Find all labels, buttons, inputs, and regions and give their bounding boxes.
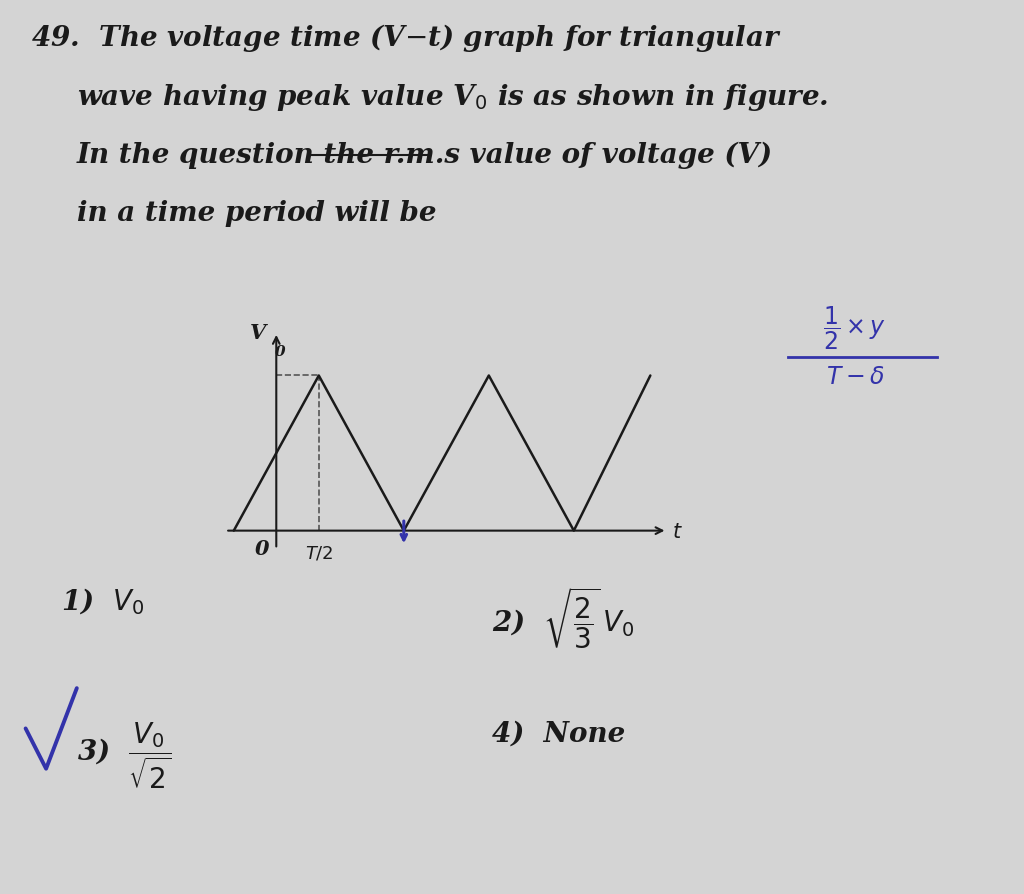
- Text: 0: 0: [255, 539, 269, 559]
- Text: $\dfrac{1}{2} \times y$: $\dfrac{1}{2} \times y$: [823, 304, 887, 351]
- Text: 4)  None: 4) None: [492, 720, 625, 746]
- Text: $T - \delta$: $T - \delta$: [825, 365, 885, 389]
- Text: V: V: [250, 323, 266, 342]
- Text: wave having peak value V$_0$ is as shown in figure.: wave having peak value V$_0$ is as shown…: [77, 82, 828, 114]
- Text: $t$: $t$: [673, 521, 683, 541]
- Text: 1)  $V_0$: 1) $V_0$: [61, 586, 145, 616]
- Text: in a time period will be: in a time period will be: [77, 200, 436, 227]
- Text: $T/2$: $T/2$: [305, 544, 333, 561]
- Text: 49.  The voltage time (V$-$t) graph for triangular: 49. The voltage time (V$-$t) graph for t…: [31, 22, 781, 55]
- Text: 3)  $\dfrac{V_0}{\sqrt{2}}$: 3) $\dfrac{V_0}{\sqrt{2}}$: [77, 720, 172, 790]
- Text: In the question the r.m.s value of voltage (V): In the question the r.m.s value of volta…: [77, 141, 773, 169]
- Text: 2)  $\sqrt{\dfrac{2}{3}}\,V_0$: 2) $\sqrt{\dfrac{2}{3}}\,V_0$: [492, 586, 634, 651]
- Text: 0: 0: [274, 345, 286, 359]
